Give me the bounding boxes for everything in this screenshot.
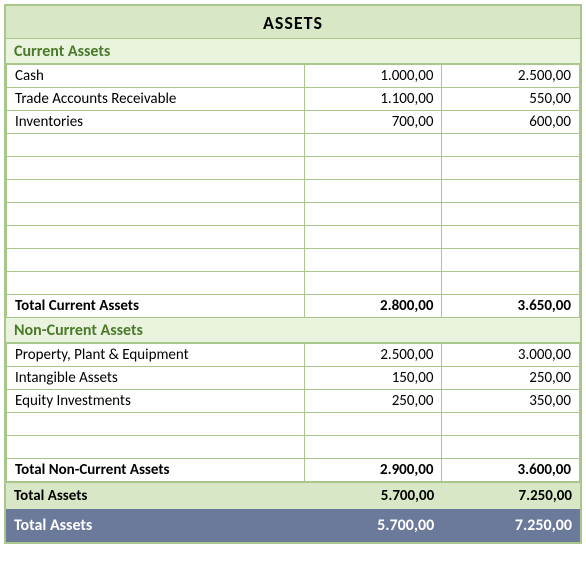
row-v2: 600,00	[442, 111, 580, 134]
empty-cell	[7, 249, 305, 272]
empty-cell	[442, 249, 580, 272]
row-label: Equity Investments	[7, 390, 305, 413]
row-v1: 250,00	[304, 390, 442, 413]
empty-cell	[304, 203, 442, 226]
subtotal-v2: 3.600,00	[442, 459, 580, 482]
empty-cell	[304, 413, 442, 436]
totals-v2: 7.250,00	[442, 509, 580, 542]
empty-row	[7, 157, 580, 180]
row-label: Property, Plant & Equipment	[7, 344, 305, 367]
table-row: Property, Plant & Equipment2.500,003.000…	[7, 344, 580, 367]
empty-cell	[442, 272, 580, 295]
assets-sheet: ASSETS Current Assets Cash1.000,002.500,…	[4, 4, 582, 544]
row-v2: 250,00	[442, 367, 580, 390]
totals-v1: 5.700,00	[304, 509, 442, 542]
empty-cell	[442, 134, 580, 157]
row-v2: 2.500,00	[442, 65, 580, 88]
row-v2: 350,00	[442, 390, 580, 413]
subtotal-label: Total Non-Current Assets	[7, 459, 305, 482]
empty-cell	[7, 436, 305, 459]
table-row: Equity Investments250,00350,00	[7, 390, 580, 413]
empty-cell	[304, 272, 442, 295]
empty-cell	[7, 203, 305, 226]
row-v1: 1.100,00	[304, 88, 442, 111]
subtotal-v1: 2.800,00	[304, 295, 442, 318]
table-row: Trade Accounts Receivable1.100,00550,00	[7, 88, 580, 111]
empty-cell	[442, 413, 580, 436]
row-v1: 2.500,00	[304, 344, 442, 367]
empty-cell	[7, 226, 305, 249]
row-label: Cash	[7, 65, 305, 88]
empty-cell	[304, 157, 442, 180]
row-v2: 550,00	[442, 88, 580, 111]
section-heading-noncurrent: Non-Current Assets	[6, 318, 580, 343]
empty-row	[7, 226, 580, 249]
totals-row-blue: Total Assets 5.700,00 7.250,00	[6, 509, 580, 542]
empty-cell	[442, 436, 580, 459]
subtotal-label: Total Current Assets	[7, 295, 305, 318]
empty-cell	[304, 226, 442, 249]
totals-label: Total Assets	[6, 483, 304, 509]
empty-cell	[304, 180, 442, 203]
table-row: Inventories700,00600,00	[7, 111, 580, 134]
empty-cell	[7, 157, 305, 180]
table-row: Intangible Assets150,00250,00	[7, 367, 580, 390]
section-heading-current: Current Assets	[6, 39, 580, 64]
sheet-title: ASSETS	[6, 6, 580, 39]
subtotal-v2: 3.650,00	[442, 295, 580, 318]
row-label: Trade Accounts Receivable	[7, 88, 305, 111]
empty-row	[7, 134, 580, 157]
subtotal-row-current: Total Current Assets 2.800,00 3.650,00	[7, 295, 580, 318]
empty-row	[7, 436, 580, 459]
empty-row	[7, 272, 580, 295]
row-v1: 150,00	[304, 367, 442, 390]
empty-row	[7, 413, 580, 436]
row-label: Inventories	[7, 111, 305, 134]
current-assets-table: Cash1.000,002.500,00Trade Accounts Recei…	[6, 64, 580, 318]
empty-cell	[304, 249, 442, 272]
subtotal-v1: 2.900,00	[304, 459, 442, 482]
empty-cell	[442, 157, 580, 180]
noncurrent-assets-table: Property, Plant & Equipment2.500,003.000…	[6, 343, 580, 482]
empty-cell	[7, 272, 305, 295]
empty-cell	[442, 226, 580, 249]
totals-v1: 5.700,00	[304, 483, 442, 509]
subtotal-row-noncurrent: Total Non-Current Assets 2.900,00 3.600,…	[7, 459, 580, 482]
empty-cell	[7, 134, 305, 157]
empty-cell	[442, 180, 580, 203]
row-v2: 3.000,00	[442, 344, 580, 367]
totals-row-green: Total Assets 5.700,00 7.250,00	[6, 482, 580, 509]
row-v1: 700,00	[304, 111, 442, 134]
table-row: Cash1.000,002.500,00	[7, 65, 580, 88]
empty-row	[7, 203, 580, 226]
empty-cell	[7, 413, 305, 436]
empty-row	[7, 249, 580, 272]
empty-row	[7, 180, 580, 203]
totals-label: Total Assets	[6, 509, 304, 542]
empty-cell	[304, 436, 442, 459]
empty-cell	[304, 134, 442, 157]
row-label: Intangible Assets	[7, 367, 305, 390]
empty-cell	[7, 180, 305, 203]
empty-cell	[442, 203, 580, 226]
row-v1: 1.000,00	[304, 65, 442, 88]
totals-v2: 7.250,00	[442, 483, 580, 509]
